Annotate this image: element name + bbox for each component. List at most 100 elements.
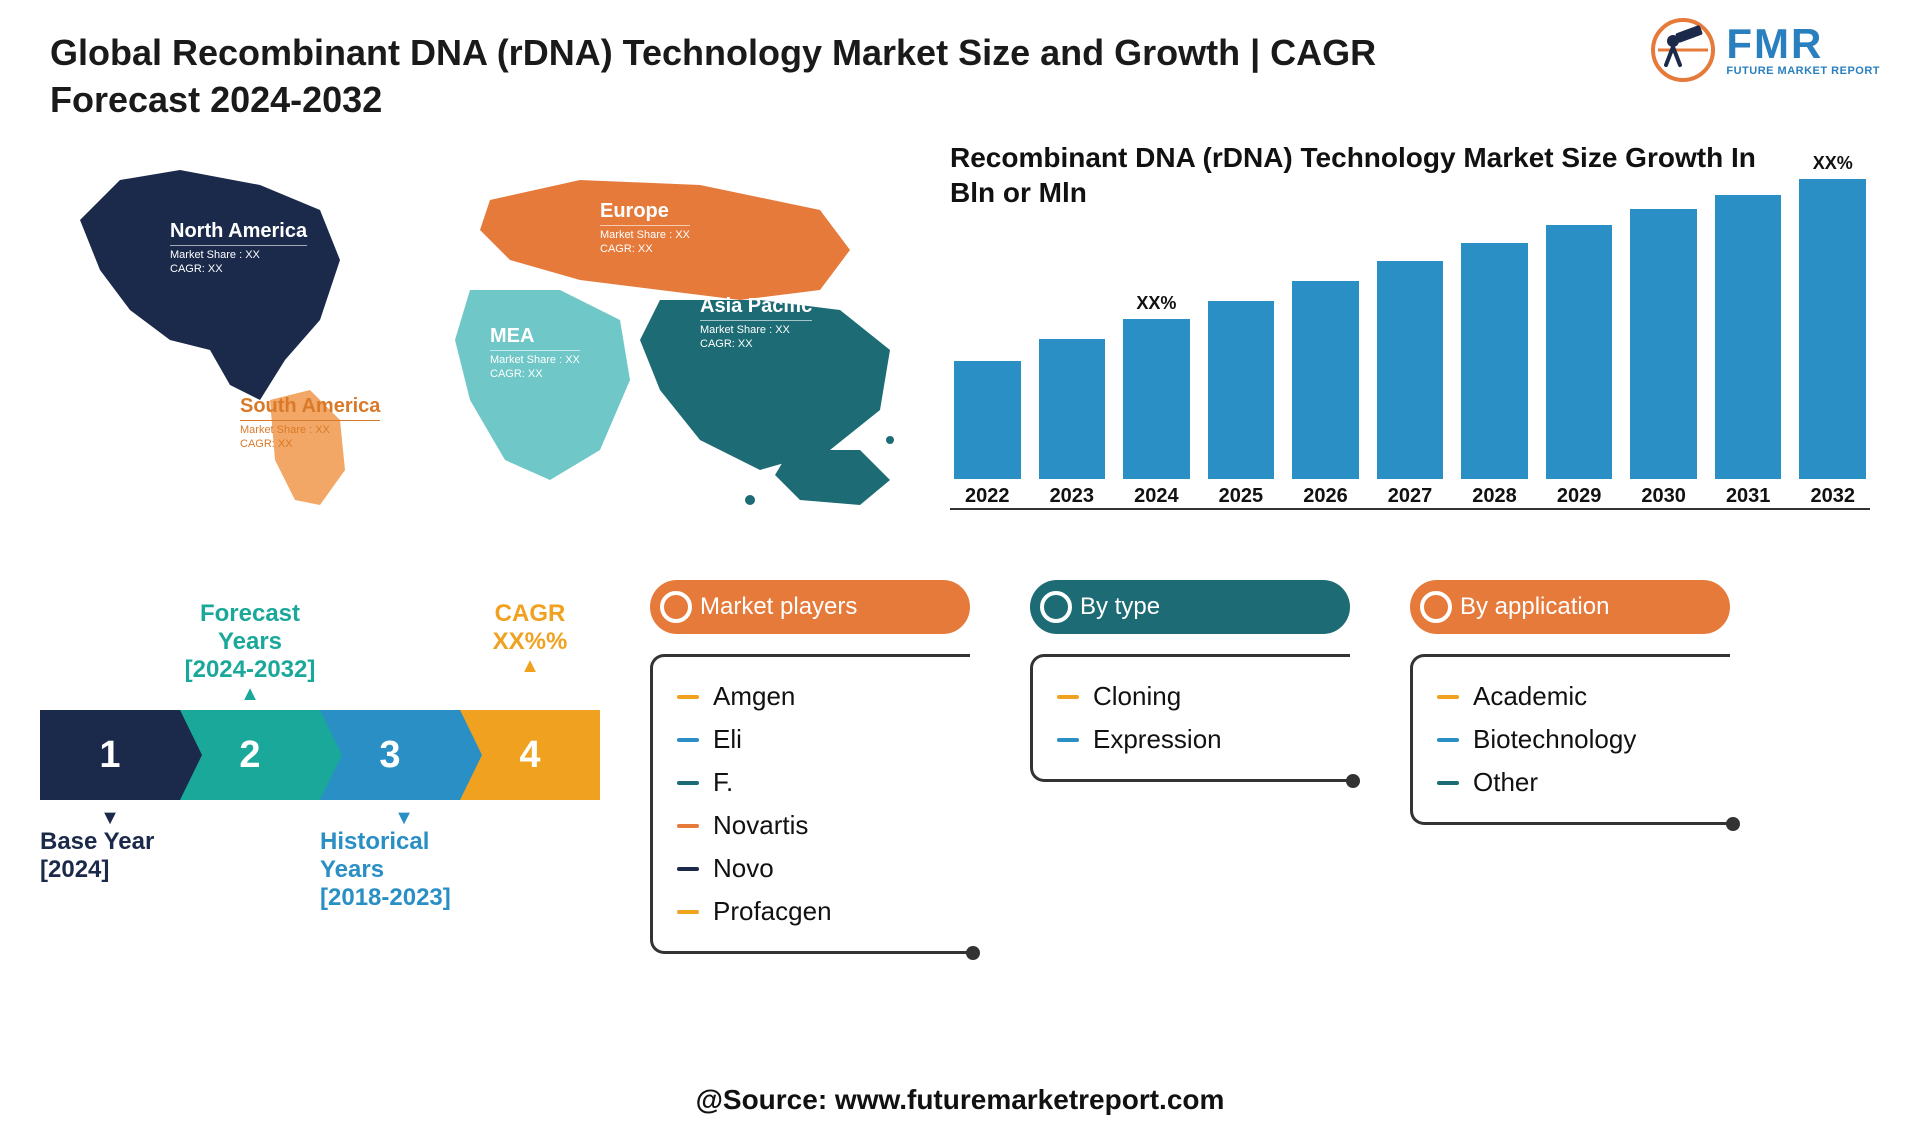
list-item: Expression bbox=[1057, 718, 1350, 761]
list-item: Other bbox=[1437, 761, 1730, 804]
bracket-type: Cloning Expression bbox=[1030, 654, 1350, 782]
tick-icon bbox=[677, 867, 699, 871]
list-item-text: Expression bbox=[1093, 724, 1222, 755]
timeline-block-num: 1 bbox=[99, 734, 120, 777]
list-item: Cloning bbox=[1057, 675, 1350, 718]
list-item-text: Academic bbox=[1473, 681, 1587, 712]
pill-application: By application bbox=[1410, 580, 1730, 634]
logo-text-main: FMR bbox=[1726, 23, 1880, 65]
bracket-application: Academic Biotechnology Other bbox=[1410, 654, 1730, 825]
bar-rect-2026 bbox=[1292, 281, 1359, 479]
list-item-text: Other bbox=[1473, 767, 1538, 798]
tl-base-arrow: ▼ bbox=[40, 808, 180, 828]
tick-icon bbox=[1057, 738, 1079, 742]
region-sa-share: Market Share : XX bbox=[240, 423, 380, 437]
region-mea bbox=[455, 290, 630, 480]
bar-label-2022: 2022 bbox=[965, 485, 1010, 508]
tick-icon bbox=[677, 738, 699, 742]
list-item: Academic bbox=[1437, 675, 1730, 718]
bar-label-2027: 2027 bbox=[1388, 485, 1433, 508]
bar-2022: 2022 bbox=[954, 361, 1021, 508]
list-item: F. bbox=[677, 761, 970, 804]
region-ap-share: Market Share : XX bbox=[700, 323, 812, 337]
timeline-block-1: 1 bbox=[40, 710, 180, 800]
bar-label-2032: 2032 bbox=[1810, 485, 1855, 508]
bar-2029: 2029 bbox=[1546, 225, 1613, 508]
list-item: Amgen bbox=[677, 675, 970, 718]
list-item-text: F. bbox=[713, 767, 733, 798]
region-ap-aus bbox=[775, 450, 890, 505]
list-item: Novartis bbox=[677, 804, 970, 847]
tick-icon bbox=[1437, 738, 1459, 742]
timeline-block-num: 3 bbox=[379, 734, 400, 777]
bar-rect-2023 bbox=[1039, 339, 1106, 479]
bar-rect-2032 bbox=[1799, 179, 1866, 479]
tl-hist-label: Historical Years bbox=[320, 828, 488, 884]
tick-icon bbox=[1437, 695, 1459, 699]
region-sa-name: South America bbox=[240, 395, 380, 421]
tick-icon bbox=[677, 695, 699, 699]
bar-2025: 2025 bbox=[1208, 301, 1275, 508]
bar-rect-2022 bbox=[954, 361, 1021, 479]
region-ap-cagr: CAGR: XX bbox=[700, 337, 812, 351]
tick-icon bbox=[1057, 695, 1079, 699]
bar-label-2023: 2023 bbox=[1050, 485, 1095, 508]
world-map: North America Market Share : XX CAGR: XX… bbox=[60, 150, 920, 510]
region-eu-name: Europe bbox=[600, 200, 690, 226]
region-mea-share: Market Share : XX bbox=[490, 353, 580, 367]
bar-rect-2028 bbox=[1461, 243, 1528, 479]
bar-rect-2024 bbox=[1123, 319, 1190, 479]
bar-label-2025: 2025 bbox=[1219, 485, 1264, 508]
timeline-block-num: 2 bbox=[239, 734, 260, 777]
list-item-text: Novartis bbox=[713, 810, 808, 841]
bar-note-2024: XX% bbox=[1136, 293, 1176, 314]
region-sa-cagr: CAGR: XX bbox=[240, 437, 380, 451]
tick-icon bbox=[677, 824, 699, 828]
tl-forecast-sub: [2024-2032] bbox=[180, 656, 320, 684]
tl-hist-arrow: ▼ bbox=[320, 808, 488, 828]
bar-rect-2031 bbox=[1715, 195, 1782, 479]
column-application: By application Academic Biotechnology Other bbox=[1410, 580, 1730, 825]
bar-2032: XX%2032 bbox=[1799, 179, 1866, 508]
list-item-text: Eli bbox=[713, 724, 742, 755]
region-ap-name: Asia Pacific bbox=[700, 295, 812, 321]
region-na-share: Market Share : XX bbox=[170, 248, 307, 262]
bar-2031: 2031 bbox=[1715, 195, 1782, 508]
bar-label-2031: 2031 bbox=[1726, 485, 1771, 508]
bar-label-2024: 2024 bbox=[1134, 485, 1179, 508]
pill-type: By type bbox=[1030, 580, 1350, 634]
bar-2028: 2028 bbox=[1461, 243, 1528, 508]
bar-rect-2027 bbox=[1377, 261, 1444, 479]
tick-icon bbox=[677, 781, 699, 785]
region-mea-cagr: CAGR: XX bbox=[490, 367, 580, 381]
growth-bar-chart: Recombinant DNA (rDNA) Technology Market… bbox=[950, 140, 1870, 540]
bar-2023: 2023 bbox=[1039, 339, 1106, 508]
tick-icon bbox=[677, 910, 699, 914]
timeline-block-num: 4 bbox=[519, 734, 540, 777]
tl-forecast-arrow: ▲ bbox=[180, 684, 320, 704]
list-item-text: Amgen bbox=[713, 681, 795, 712]
tl-base-sub: [2024] bbox=[40, 856, 180, 884]
region-eu-share: Market Share : XX bbox=[600, 228, 690, 242]
region-na-name: North America bbox=[170, 220, 307, 246]
list-item: Biotechnology bbox=[1437, 718, 1730, 761]
list-item-text: Novo bbox=[713, 853, 774, 884]
source-attribution: @Source: www.futuremarketreport.com bbox=[696, 1084, 1225, 1116]
pill-players: Market players bbox=[650, 580, 970, 634]
bar-2027: 2027 bbox=[1377, 261, 1444, 508]
list-item: Novo bbox=[677, 847, 970, 890]
bar-rect-2030 bbox=[1630, 209, 1697, 479]
bar-label-2026: 2026 bbox=[1303, 485, 1348, 508]
tl-cagr-arrow: ▲ bbox=[460, 656, 600, 676]
telescope-globe-icon bbox=[1648, 15, 1718, 85]
region-mea-name: MEA bbox=[490, 325, 580, 351]
tl-base-label: Base Year bbox=[40, 828, 180, 856]
list-item: Profacgen bbox=[677, 890, 970, 933]
page-title: Global Recombinant DNA (rDNA) Technology… bbox=[50, 30, 1450, 124]
tl-cagr-label: CAGR bbox=[460, 600, 600, 628]
column-type: By type Cloning Expression bbox=[1030, 580, 1350, 782]
column-players: Market players Amgen Eli F. Novartis Novo Prof… bbox=[650, 580, 970, 954]
bracket-players: Amgen Eli F. Novartis Novo Profacgen bbox=[650, 654, 970, 954]
tick-icon bbox=[1437, 781, 1459, 785]
bar-rect-2029 bbox=[1546, 225, 1613, 479]
